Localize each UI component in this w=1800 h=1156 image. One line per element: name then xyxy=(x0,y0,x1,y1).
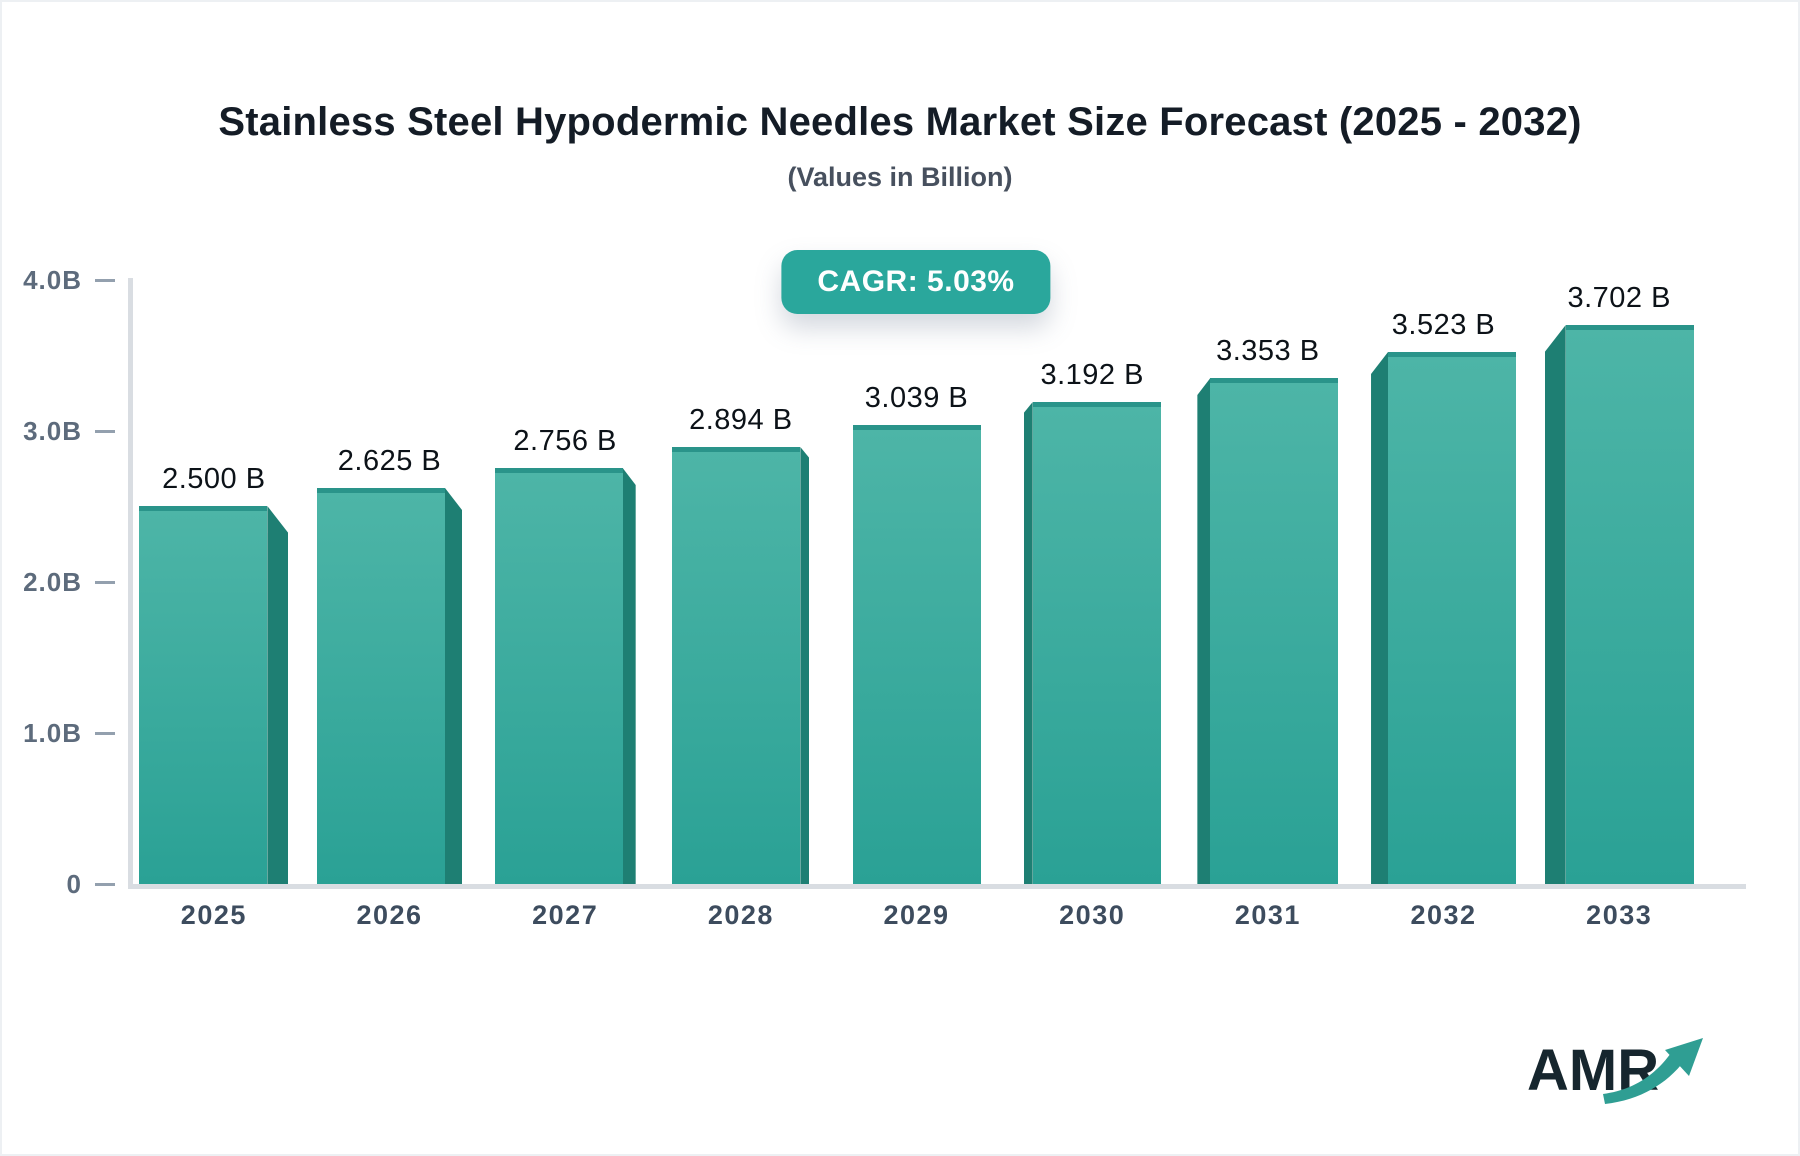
bar-side-face xyxy=(1544,325,1566,884)
y-tick-label: 3.0B xyxy=(23,416,82,446)
x-axis-label: 2025 xyxy=(180,900,247,930)
y-tick-label: 1.0B xyxy=(23,718,82,748)
x-axis-label: 2033 xyxy=(1586,900,1653,930)
bar-2025: 2.500 B xyxy=(139,463,289,884)
y-tick-dash xyxy=(95,430,115,433)
bar-side-face xyxy=(267,506,289,884)
bar-slot: 2.894 B xyxy=(653,264,829,884)
bar-2028: 2.894 B xyxy=(672,404,810,884)
x-axis-label: 2031 xyxy=(1234,900,1301,930)
x-axis-label: 2028 xyxy=(707,900,774,930)
bar-value-label: 3.353 B xyxy=(1216,335,1320,367)
bar-face xyxy=(139,506,268,884)
bar-face xyxy=(1388,352,1517,884)
bar-face xyxy=(1032,402,1161,884)
x-axis-baseline xyxy=(128,884,1746,889)
y-tick-label: 4.0B xyxy=(23,265,82,295)
bar-2029: 3.039 B xyxy=(852,382,981,884)
chart-title: Stainless Steel Hypodermic Needles Marke… xyxy=(218,100,1582,144)
bar-face xyxy=(494,468,623,884)
bar-side-face xyxy=(445,488,462,884)
bar-value-label: 2.894 B xyxy=(689,404,793,436)
y-tick-dash xyxy=(95,581,115,584)
chart-subtitle: (Values in Billion) xyxy=(787,162,1013,192)
bar-slot: 3.702 B xyxy=(1531,264,1707,884)
bar-slot: 3.039 B xyxy=(829,264,1005,884)
cagr-badge-label: CAGR: 5.03% xyxy=(817,265,1015,298)
bar-face xyxy=(317,488,445,884)
bar-slot: 2.625 B xyxy=(302,264,478,884)
bar-value-label: 3.523 B xyxy=(1391,309,1496,341)
bar-side-face xyxy=(800,447,810,884)
bar-slot: 2.500 B xyxy=(126,264,302,884)
bar-face xyxy=(672,447,801,884)
bar-face xyxy=(1210,378,1339,884)
y-tick-dash xyxy=(95,732,115,735)
y-tick-label: 2.0B xyxy=(23,567,82,597)
bar-2032: 3.523 B xyxy=(1371,309,1517,884)
bar-slot: 3.353 B xyxy=(1180,264,1356,884)
y-tick-label: 0 xyxy=(66,869,82,899)
bar-2033: 3.702 B xyxy=(1544,282,1694,884)
bar-slot: 2.756 B xyxy=(477,264,653,884)
bar-value-label: 2.756 B xyxy=(513,425,617,457)
bar-face xyxy=(1565,325,1694,884)
x-axis-label: 2032 xyxy=(1410,900,1477,930)
x-axis-label: 2029 xyxy=(883,900,950,930)
bar-2026: 2.625 B xyxy=(317,445,462,884)
y-axis-line xyxy=(128,278,133,889)
y-tick-dash xyxy=(95,279,115,282)
bars-container: 2.500 B 2.625 B 2.756 B 2.894 B 3.039 B 3.192… xyxy=(126,264,1707,884)
bar-2030: 3.192 B xyxy=(1023,359,1161,884)
bar-value-label: 3.702 B xyxy=(1567,282,1671,314)
bar-side-face xyxy=(1023,402,1033,884)
bar-2027: 2.756 B xyxy=(494,425,636,884)
bar-value-label: 3.192 B xyxy=(1040,359,1144,391)
growth-arrow-icon xyxy=(1603,1038,1703,1104)
y-tick-dash xyxy=(95,883,115,886)
bar-side-face xyxy=(1371,352,1389,884)
bar-slot: 3.192 B xyxy=(1004,264,1180,884)
x-axis-label: 2027 xyxy=(532,900,599,930)
amr-logo: AMR xyxy=(1527,1038,1703,1104)
x-axis-label: 2030 xyxy=(1059,900,1126,930)
bar-value-label: 3.039 B xyxy=(864,382,969,414)
bar-face xyxy=(852,425,981,884)
bar-slot: 3.523 B xyxy=(1356,264,1532,884)
bar-value-label: 2.500 B xyxy=(162,463,266,495)
x-axis-labels: 2025 2026 2027 2028 2029 2030 2031 2032 2033 xyxy=(126,900,1707,931)
bar-value-label: 2.625 B xyxy=(337,445,442,477)
cagr-badge: CAGR: 5.03% xyxy=(781,250,1051,314)
x-axis-label: 2026 xyxy=(356,900,423,930)
bar-2031: 3.353 B xyxy=(1197,335,1339,884)
bar-side-face xyxy=(622,468,636,884)
bar-side-face xyxy=(1197,378,1211,884)
